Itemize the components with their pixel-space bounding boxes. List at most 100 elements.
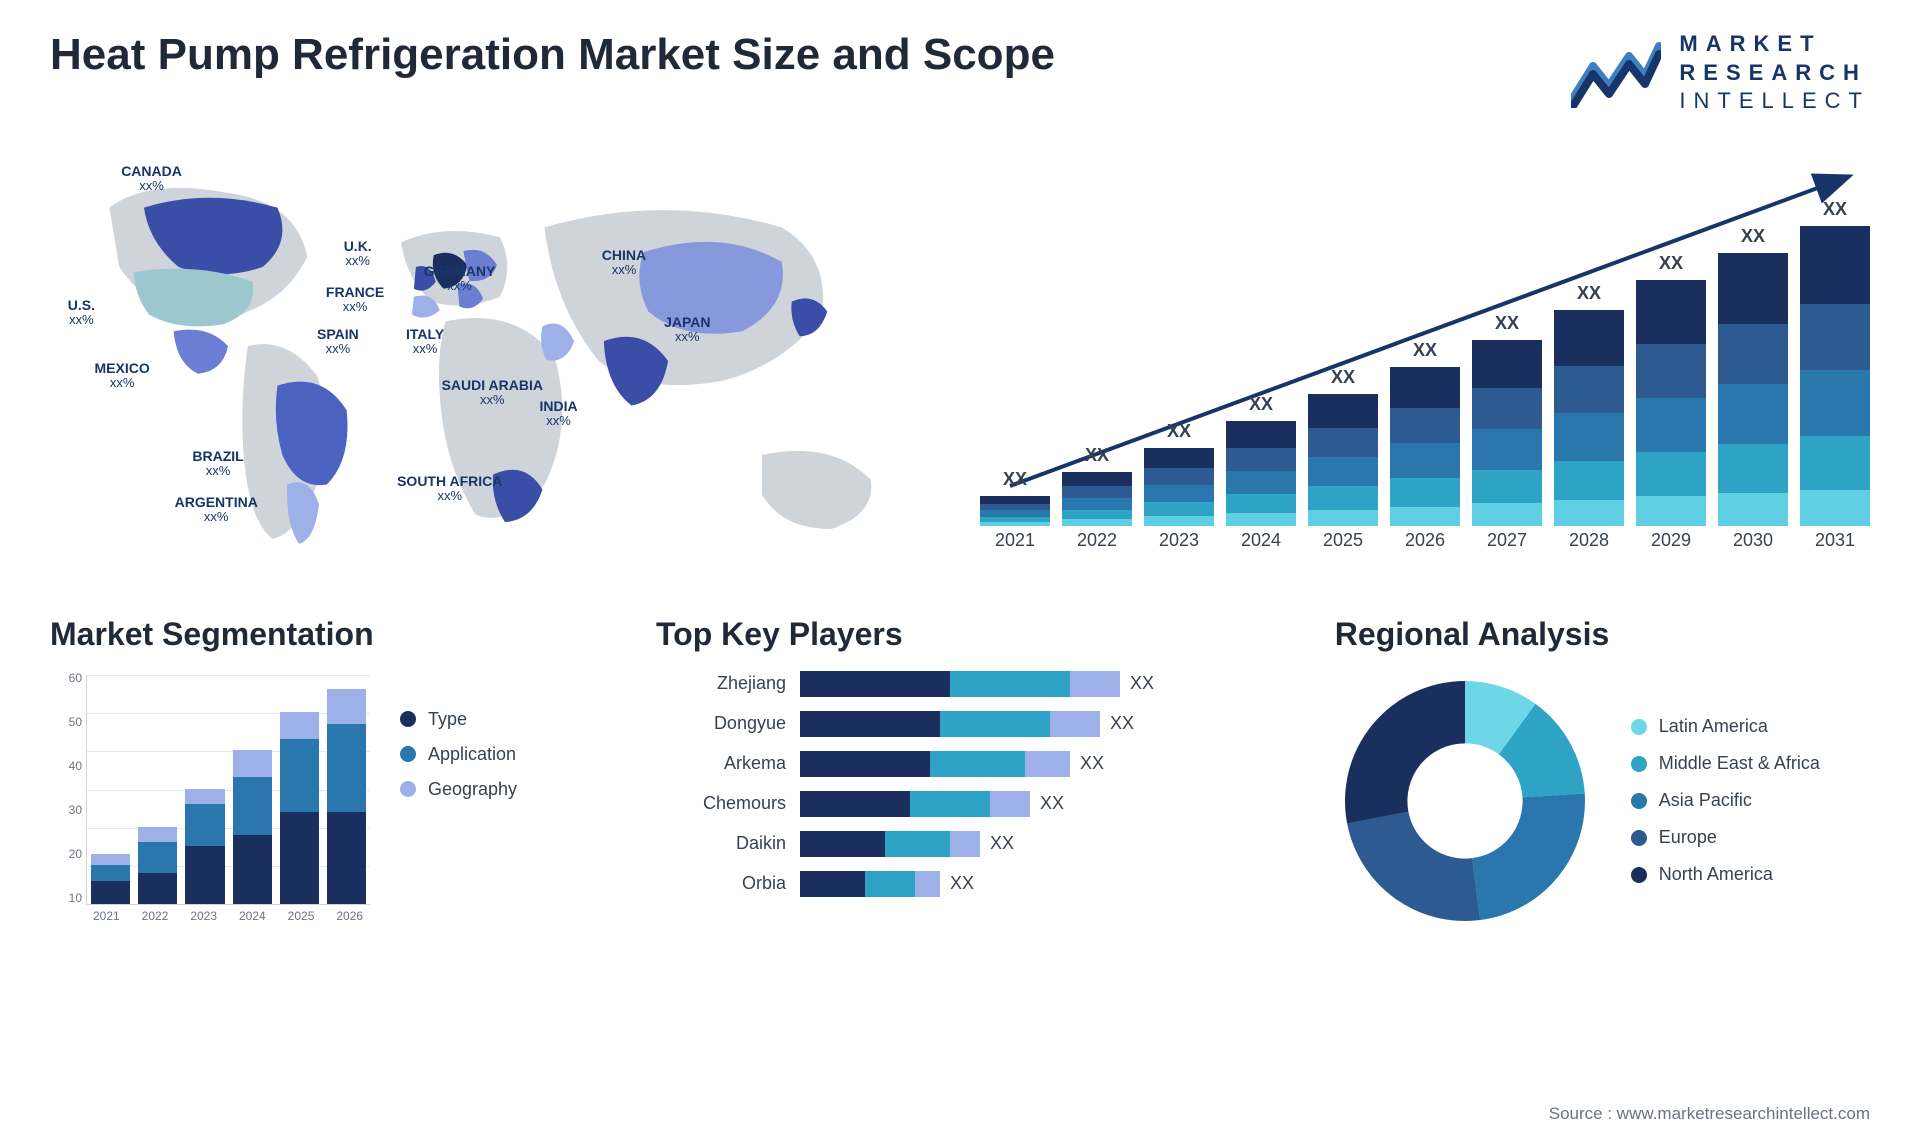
map-country-label: JAPANxx% [664, 314, 710, 345]
player-bar [800, 711, 1100, 737]
seg-x-label: 2025 [281, 909, 322, 931]
growth-chart-panel: XXXXXXXXXXXXXXXXXXXXXX 20212022202320242… [980, 146, 1870, 566]
growth-bar-value-label: XX [1741, 226, 1765, 247]
map-country-label: BRAZILxx% [192, 448, 243, 479]
growth-bar [1226, 421, 1296, 526]
seg-bar [327, 689, 366, 904]
growth-x-label: 2022 [1062, 530, 1132, 566]
growth-bar-value-label: XX [1659, 253, 1683, 274]
player-name: Orbia [656, 873, 786, 894]
player-value-label: XX [990, 833, 1014, 854]
player-bar [800, 831, 980, 857]
map-country-label: MEXICOxx% [95, 360, 150, 391]
brand-logo: MARKET RESEARCH INTELLECT [1571, 30, 1870, 116]
legend-item: Latin America [1631, 716, 1820, 737]
growth-x-label: 2021 [980, 530, 1050, 566]
map-country-label: SAUDI ARABIAxx% [442, 377, 543, 408]
growth-bar-col: XX [1062, 445, 1132, 526]
segmentation-legend: Type Application Geography [400, 671, 517, 800]
top-row: CANADAxx% U.S.xx% MEXICOxx% BRAZILxx% ARGENT… [50, 146, 1870, 566]
growth-bar-value-label: XX [1577, 283, 1601, 304]
map-country-label: CANADAxx% [121, 163, 182, 194]
seg-x-label: 2022 [135, 909, 176, 931]
segmentation-chart: 605040302010 202120222023202420252026 [50, 671, 370, 931]
seg-x-label: 2021 [86, 909, 127, 931]
logo-mark-icon [1571, 38, 1661, 108]
map-country-label: ARGENTINAxx% [175, 494, 258, 525]
growth-bar-value-label: XX [1167, 421, 1191, 442]
growth-bar-value-label: XX [1413, 340, 1437, 361]
growth-x-label: 2028 [1554, 530, 1624, 566]
legend-item: Asia Pacific [1631, 790, 1820, 811]
regional-donut-chart [1335, 671, 1595, 931]
player-value-label: XX [1130, 673, 1154, 694]
player-bar [800, 791, 1030, 817]
seg-y-tick: 30 [50, 803, 82, 817]
legend-label: Middle East & Africa [1659, 753, 1820, 774]
growth-x-label: 2031 [1800, 530, 1870, 566]
source-note: Source : www.marketresearchintellect.com [1549, 1104, 1870, 1124]
map-country-label: INDIAxx% [540, 398, 578, 429]
growth-x-label: 2024 [1226, 530, 1296, 566]
growth-bar [1554, 310, 1624, 526]
player-value-label: XX [1110, 713, 1134, 734]
growth-bar [1308, 394, 1378, 526]
world-map: CANADAxx% U.S.xx% MEXICOxx% BRAZILxx% ARGENT… [50, 146, 940, 566]
player-name: Dongyue [656, 713, 786, 734]
logo-line1: MARKET [1679, 30, 1870, 59]
seg-bar [185, 789, 224, 904]
growth-bar-value-label: XX [1823, 199, 1847, 220]
growth-bar-value-label: XX [1331, 367, 1355, 388]
donut-slice [1345, 681, 1465, 823]
map-country-label: U.S.xx% [68, 297, 95, 328]
growth-chart: XXXXXXXXXXXXXXXXXXXXXX 20212022202320242… [980, 146, 1870, 566]
legend-label: Asia Pacific [1659, 790, 1752, 811]
player-name: Chemours [656, 793, 786, 814]
growth-bar-col: XX [1800, 199, 1870, 526]
regional-legend: Latin America Middle East & Africa Asia Pa… [1631, 716, 1820, 885]
map-country-label: ITALYxx% [406, 326, 444, 357]
growth-bar-col: XX [1718, 226, 1788, 526]
legend-item: Geography [400, 779, 517, 800]
legend-label: Latin America [1659, 716, 1768, 737]
player-value-label: XX [950, 873, 974, 894]
header: Heat Pump Refrigeration Market Size and … [50, 30, 1870, 116]
player-row: ChemoursXX [656, 791, 1275, 817]
seg-bar [91, 854, 130, 904]
player-row: Arkema XX [656, 751, 1275, 777]
player-row: Dongyue XX [656, 711, 1275, 737]
map-country-label: GERMANYxx% [424, 263, 496, 294]
player-bar [800, 751, 1070, 777]
key-players-chart: ZhejiangXXDongyueXXArkemaXXChemoursXXDai… [656, 671, 1275, 897]
growth-bar-col: XX [1144, 421, 1214, 526]
growth-bar-value-label: XX [1003, 469, 1027, 490]
legend-item: Europe [1631, 827, 1820, 848]
growth-bar [1390, 367, 1460, 526]
legend-item: Type [400, 709, 517, 730]
legend-item: Application [400, 744, 517, 765]
bottom-row: Market Segmentation 605040302010 2021202… [50, 616, 1870, 931]
segmentation-panel: Market Segmentation 605040302010 2021202… [50, 616, 596, 931]
map-country-label: SOUTH AFRICAxx% [397, 473, 502, 504]
growth-bar [1800, 226, 1870, 526]
key-players-title: Top Key Players [656, 616, 1275, 653]
player-row: Orbia XX [656, 871, 1275, 897]
growth-x-label: 2029 [1636, 530, 1706, 566]
growth-bar [980, 496, 1050, 526]
seg-y-tick: 60 [50, 671, 82, 685]
donut-slice [1472, 793, 1585, 920]
seg-x-label: 2026 [329, 909, 370, 931]
player-name: Arkema [656, 753, 786, 774]
legend-label: Europe [1659, 827, 1717, 848]
seg-y-tick: 40 [50, 759, 82, 773]
legend-label: North America [1659, 864, 1773, 885]
growth-bar-col: XX [1308, 367, 1378, 526]
player-value-label: XX [1080, 753, 1104, 774]
map-country-label: U.K.xx% [344, 238, 372, 269]
growth-bar-col: XX [1554, 283, 1624, 526]
seg-bar [233, 750, 272, 903]
player-name: Zhejiang [656, 673, 786, 694]
growth-bar-value-label: XX [1249, 394, 1273, 415]
growth-bar-col: XX [1390, 340, 1460, 526]
legend-item: Middle East & Africa [1631, 753, 1820, 774]
